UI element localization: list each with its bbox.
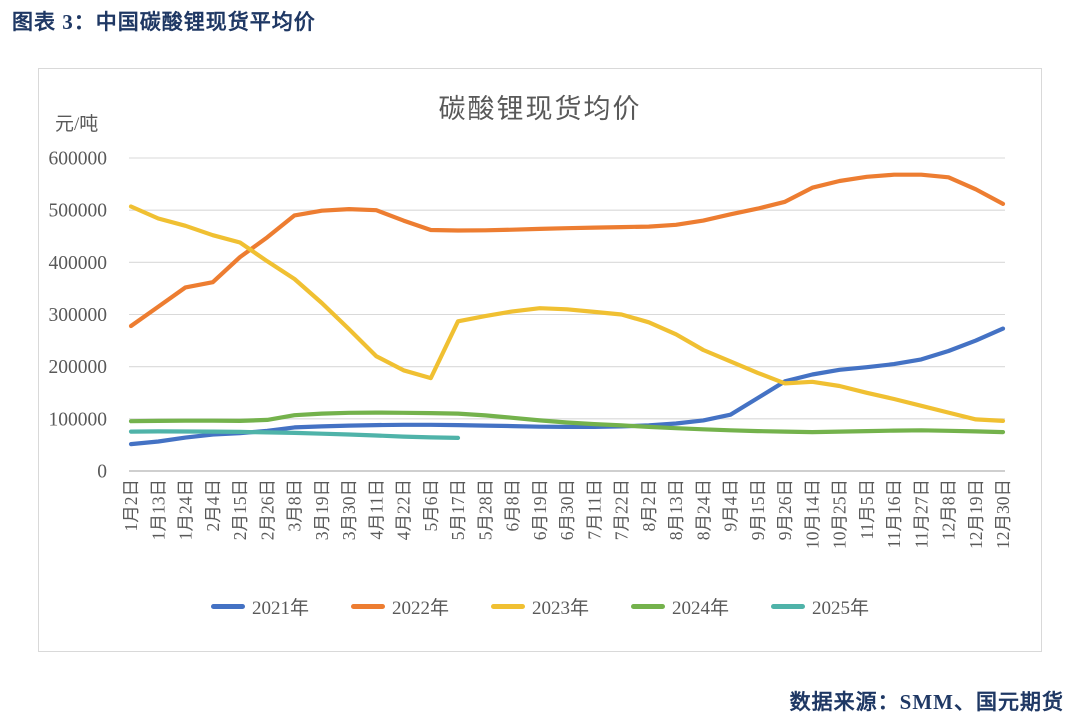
x-tick-label-4月22日: 4月22日 [394,479,414,540]
page-title: 图表 3：中国碳酸锂现货平均价 [12,10,316,34]
legend-item-2023年: 2023年 [490,593,589,620]
x-tick-label-5月28日: 5月28日 [475,479,495,540]
x-tick-label-3月19日: 3月19日 [312,479,332,540]
y-tick-label-300000: 300000 [49,305,108,326]
series-line-2025年 [128,429,461,440]
x-tick-label-8月24日: 8月24日 [693,479,713,540]
y-tick-label-0: 0 [97,462,107,483]
chart-title: 碳酸锂现货均价 [438,94,642,124]
x-tick-label-9月4日: 9月4日 [721,479,741,532]
x-tick-label-7月22日: 7月22日 [612,479,632,540]
series-line-2022年 [128,172,1006,329]
line-chart-plot-area: 600000 500000 400000 300000 200000 100000 0 1月2… [49,149,1014,550]
x-tick-label-4月11日: 4月11日 [366,479,386,540]
legend-swatch-2022年 [350,604,385,609]
x-tick-label-7月11日: 7月11日 [584,479,604,540]
y-tick-label-500000: 500000 [49,201,108,222]
x-tick-label-11月16日: 11月16日 [884,479,904,548]
data-source-note: 数据来源：SMM、国元期货 [789,690,1064,714]
y-tick-label-600000: 600000 [49,149,108,170]
x-tick-label-6月8日: 6月8日 [503,479,523,532]
legend-item-2021年: 2021年 [210,593,309,620]
x-tick-label-8月13日: 8月13日 [666,479,686,540]
series-line-2023年 [128,204,1006,423]
legend-swatch-2025年 [771,604,806,609]
x-tick-label-1月2日: 1月2日 [121,479,141,532]
x-tick-label-6月30日: 6月30日 [557,479,577,540]
x-tick-label-8月2日: 8月2日 [639,479,659,532]
x-tick-label-10月25日: 10月25日 [830,479,850,549]
legend-item-2025年: 2025年 [771,593,869,620]
series-line-2021年 [128,326,1006,447]
legend-item-2022年: 2022年 [350,593,449,620]
x-tick-label-3月8日: 3月8日 [285,479,305,532]
x-tick-label-12月19日: 12月19日 [966,479,986,549]
x-tick-label-3月30日: 3月30日 [339,479,359,540]
x-tick-label-5月17日: 5月17日 [448,479,468,540]
legend-label-2025年: 2025年 [812,598,870,619]
x-tick-label-11月27日: 11月27日 [911,479,931,548]
y-tick-label-200000: 200000 [49,357,108,378]
x-tick-label-9月26日: 9月26日 [775,479,795,540]
y-tick-label-400000: 400000 [49,253,108,274]
legend-label-2024年: 2024年 [672,598,730,619]
x-tick-label-11月5日: 11月5日 [857,479,877,540]
chart-container: 元/吨 碳酸锂现货均价 600000 500000 400000 300000 2000… [38,68,1042,652]
legend-label-2022年: 2022年 [391,598,449,619]
x-tick-label-12月8日: 12月8日 [939,479,959,540]
x-tick-label-2月15日: 2月15日 [230,479,250,540]
legend-swatch-2021年 [210,604,245,609]
x-tick-label-9月15日: 9月15日 [748,479,768,540]
y-axis-unit-label: 元/吨 [55,114,99,135]
chart-legend: 2021年 2022年 2023年 2024年 2025年 [39,593,1041,620]
x-tick-label-2月4日: 2月4日 [203,479,223,532]
x-tick-label-5月6日: 5月6日 [421,479,441,532]
x-tick-label-1月24日: 1月24日 [176,479,196,540]
x-tick-label-1月13日: 1月13日 [148,479,168,540]
legend-item-2024年: 2024年 [631,593,729,620]
y-tick-label-100000: 100000 [49,409,108,430]
legend-label-2023年: 2023年 [531,598,589,619]
x-tick-label-2月26日: 2月26日 [257,479,277,540]
x-tick-label-10月14日: 10月14日 [802,479,822,549]
x-tick-label-12月30日: 12月30日 [993,479,1013,549]
legend-swatch-2024年 [631,604,665,609]
legend-swatch-2023年 [490,604,525,609]
legend-label-2021年: 2021年 [251,598,309,619]
x-tick-label-6月19日: 6月19日 [530,479,550,540]
series-line-2024年 [128,410,1006,435]
